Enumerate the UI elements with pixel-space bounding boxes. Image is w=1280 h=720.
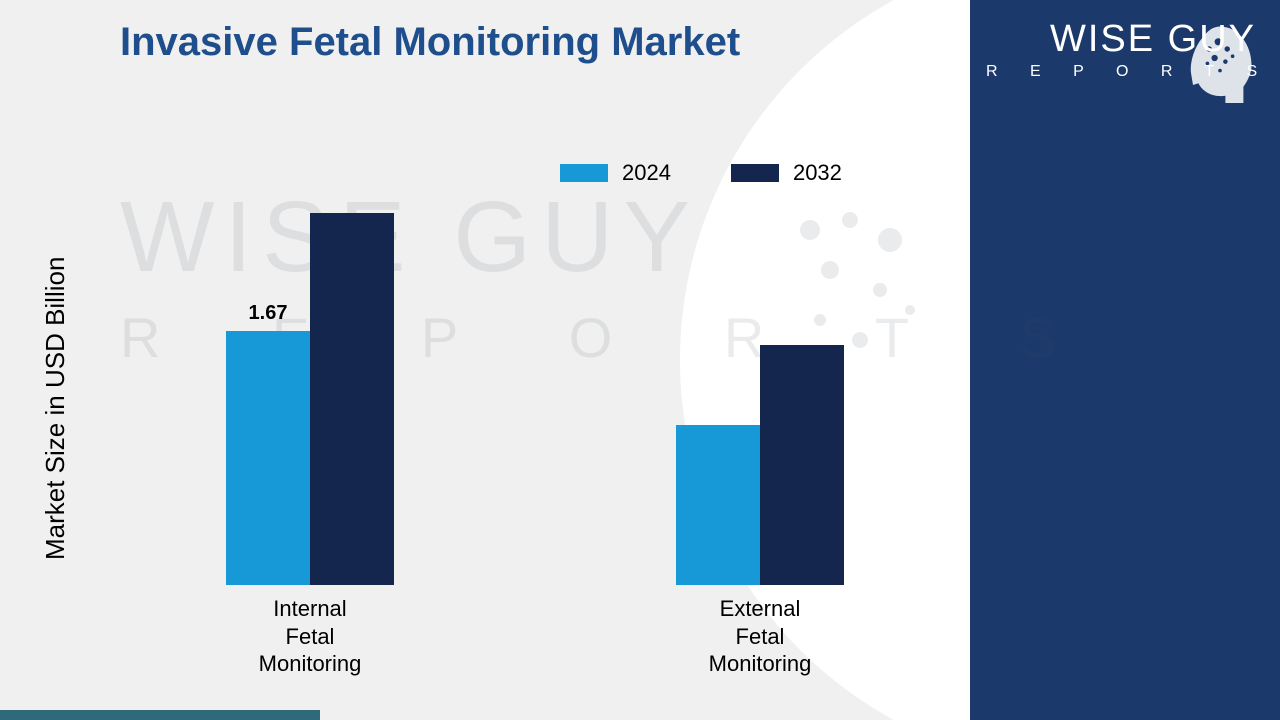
legend-swatch bbox=[731, 164, 779, 182]
x-axis-label: InternalFetalMonitoring bbox=[225, 595, 395, 678]
brand-line1: WISE GUY bbox=[986, 18, 1256, 61]
legend-item: 2024 bbox=[560, 160, 671, 186]
x-axis-label: ExternalFetalMonitoring bbox=[675, 595, 845, 678]
legend-label: 2032 bbox=[793, 160, 842, 186]
bar bbox=[310, 213, 394, 585]
bar bbox=[676, 425, 760, 585]
chart-canvas: WISE GUY R E P O R T S WISE GUY R E P O … bbox=[0, 0, 1280, 720]
brand-line2: R E P O R T S bbox=[986, 63, 1256, 81]
bar bbox=[760, 345, 844, 585]
bar bbox=[226, 331, 310, 585]
legend: 2024 2032 bbox=[560, 160, 842, 186]
brand-logo: WISE GUY R E P O R T S bbox=[986, 18, 1256, 81]
legend-item: 2032 bbox=[731, 160, 842, 186]
plot-area: 1.67 bbox=[0, 190, 1280, 585]
legend-swatch bbox=[560, 164, 608, 182]
bottom-stripe bbox=[0, 710, 320, 720]
legend-label: 2024 bbox=[622, 160, 671, 186]
bar-value-label: 1.67 bbox=[226, 302, 310, 325]
chart-title: Invasive Fetal Monitoring Market bbox=[120, 20, 740, 65]
